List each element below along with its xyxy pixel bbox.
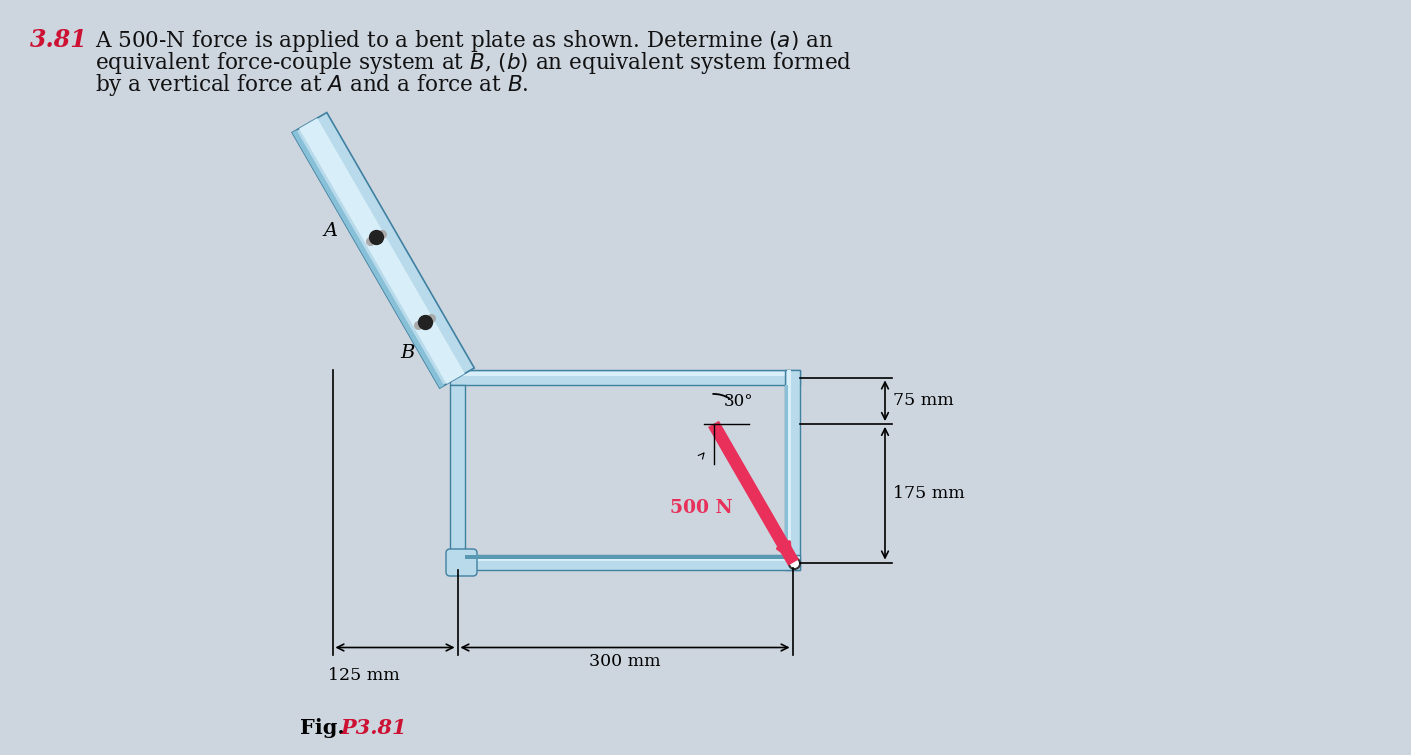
Text: 300 mm: 300 mm — [590, 652, 660, 670]
Text: 75 mm: 75 mm — [893, 392, 954, 409]
Text: A 500-N force is applied to a bent plate as shown. Determine $(a)$ an: A 500-N force is applied to a bent plate… — [95, 28, 834, 54]
Polygon shape — [450, 385, 466, 555]
Polygon shape — [466, 557, 800, 561]
Polygon shape — [450, 370, 800, 385]
Polygon shape — [785, 385, 787, 555]
Text: by a vertical force at $A$ and a force at $B$.: by a vertical force at $A$ and a force a… — [95, 72, 529, 98]
Polygon shape — [450, 372, 800, 376]
Text: 500 N: 500 N — [670, 499, 732, 517]
Text: Fig.: Fig. — [301, 718, 351, 738]
Text: A: A — [323, 223, 337, 241]
Polygon shape — [466, 555, 800, 570]
Text: P3.81: P3.81 — [340, 718, 406, 738]
Text: 175 mm: 175 mm — [893, 485, 965, 502]
Polygon shape — [292, 112, 474, 388]
Text: 125 mm: 125 mm — [327, 667, 399, 685]
Polygon shape — [787, 370, 792, 570]
Text: equivalent force-couple system at $B$, $(b)$ an equivalent system formed: equivalent force-couple system at $B$, $… — [95, 50, 852, 76]
Text: 3.81: 3.81 — [30, 28, 87, 52]
Polygon shape — [466, 555, 785, 559]
Polygon shape — [299, 118, 464, 384]
FancyBboxPatch shape — [446, 549, 477, 576]
Text: B: B — [401, 344, 415, 362]
Polygon shape — [292, 130, 444, 388]
Text: 30°: 30° — [724, 393, 753, 410]
Polygon shape — [785, 370, 800, 570]
